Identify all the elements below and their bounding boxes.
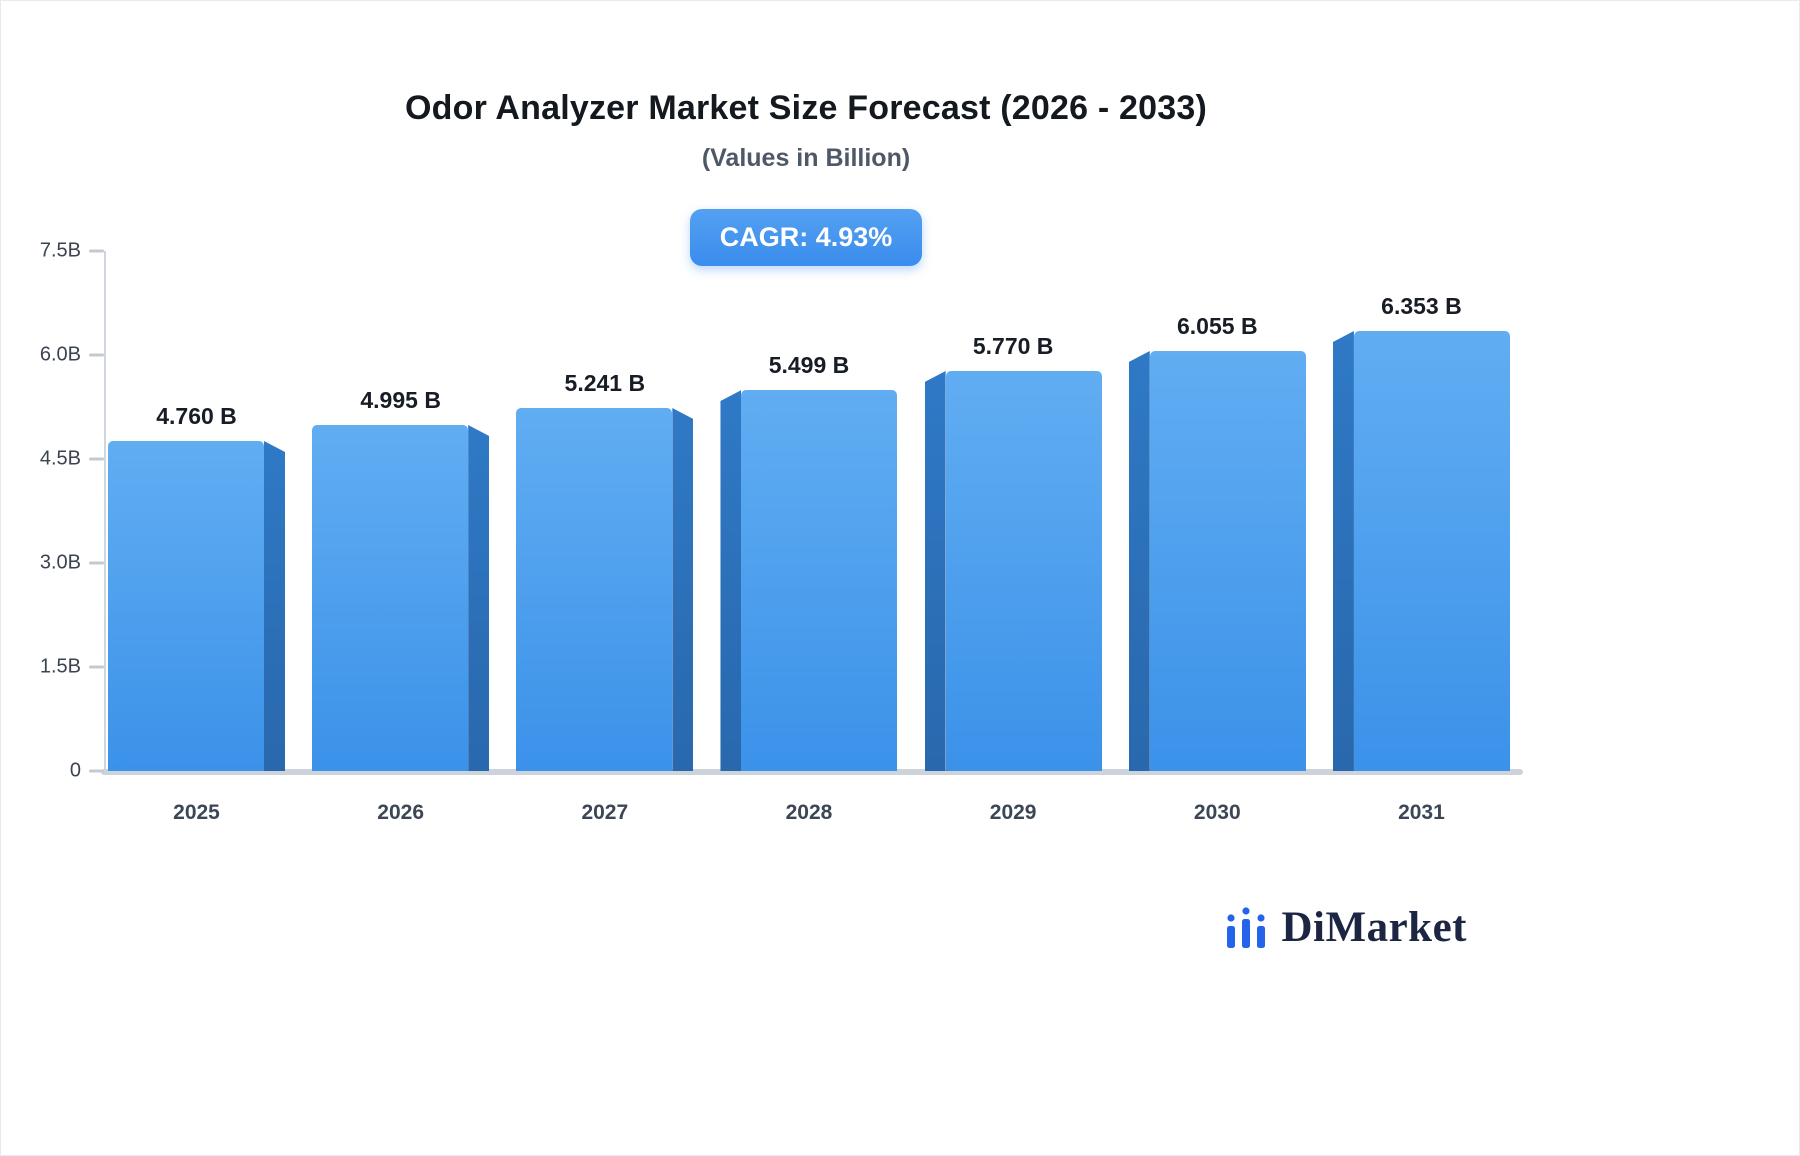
y-tick-mark: [89, 249, 104, 253]
y-tick-label-4.5B: 4.5B: [39, 447, 81, 470]
bar-side-face: [1128, 351, 1150, 771]
x-tick-label-2030: 2030: [1193, 801, 1241, 824]
bar-value-label: 4.760 B: [156, 403, 237, 429]
y-tick-label-0: 0: [69, 759, 81, 782]
bar-side-face: [1332, 331, 1354, 771]
bar-group-2031: 6.353 B 2031: [1332, 293, 1510, 824]
bars-container: 4.760 B 2025 4.995 B 2026 5.241 B 2027 5.499 B…: [108, 251, 1510, 824]
y-tick-mark: [89, 769, 104, 773]
y-tick-label-3.0B: 3.0B: [39, 551, 81, 574]
chart-title: Odor Analyzer Market Size Forecast (2026…: [404, 89, 1207, 127]
y-tick-mark: [89, 665, 104, 669]
x-tick-label-2026: 2026: [377, 801, 425, 824]
bar-value-label: 5.499 B: [768, 352, 850, 378]
bar-2031[interactable]: [1332, 331, 1510, 771]
cagr-badge: CAGR: 4.93%: [689, 209, 923, 266]
bar-value-label: 5.770 B: [972, 333, 1054, 359]
bar-group-2028: 5.499 B 2028: [720, 352, 898, 824]
bar-group-2026: 4.995 B 2026: [312, 387, 490, 824]
x-tick-label-2028: 2028: [785, 801, 833, 824]
bar-side-face: [720, 390, 742, 771]
bar-2026[interactable]: [312, 425, 490, 771]
bar-2030[interactable]: [1128, 351, 1306, 771]
bar-2029[interactable]: [924, 371, 1102, 771]
x-tick-label-2029: 2029: [989, 801, 1037, 824]
y-tick-mark: [89, 561, 104, 565]
x-tick-label-2031: 2031: [1398, 801, 1445, 824]
bar-side-face: [468, 425, 490, 771]
bar-face[interactable]: [108, 441, 264, 771]
x-tick-label-2025: 2025: [173, 801, 220, 824]
bar-group-2027: 5.241 B 2027: [516, 370, 694, 824]
bar-face[interactable]: [1353, 331, 1510, 771]
chart-subtitle: (Values in Billion): [701, 144, 911, 172]
bar-2025[interactable]: [108, 441, 285, 771]
y-tick-mark: [89, 457, 104, 461]
y-tick-label-1.5B: 1.5B: [39, 655, 81, 678]
dimarket-logo-text: DiMarket: [1281, 904, 1467, 951]
y-tick-label-6.0B: 6.0B: [39, 343, 81, 366]
bar-value-label: 6.055 B: [1177, 313, 1258, 339]
bar-value-label: 5.241 B: [564, 370, 646, 396]
y-tick-label-7.5B: 7.5B: [39, 239, 81, 262]
y-tick-mark: [89, 353, 104, 357]
x-tick-label-2027: 2027: [581, 801, 629, 824]
badge-row: CAGR: 4.93%: [91, 209, 1521, 266]
bar-face[interactable]: [945, 371, 1102, 771]
y-axis-line: [104, 251, 106, 773]
bar-value-label: 4.995 B: [360, 387, 441, 413]
bar-side-face: [672, 408, 694, 771]
bar-side-face: [264, 441, 285, 771]
x-axis-line: [101, 769, 1523, 775]
bar-face[interactable]: [1149, 351, 1306, 771]
bar-face[interactable]: [312, 425, 469, 771]
dimarket-logo: DiMarket: [1224, 903, 1468, 952]
bar-face[interactable]: [516, 408, 673, 771]
bar-group-2029: 5.770 B 2029: [924, 333, 1102, 824]
bar-group-2025: 4.760 B 2025: [108, 403, 285, 824]
bar-2028[interactable]: [720, 390, 898, 771]
dimarket-logo-icon: [1226, 906, 1265, 948]
bar-face[interactable]: [741, 390, 898, 771]
bar-group-2030: 6.055 B 2030: [1128, 313, 1306, 824]
bar-2027[interactable]: [516, 408, 694, 771]
bar-value-label: 6.353 B: [1381, 293, 1462, 319]
chart-header: Odor Analyzer Market Size Forecast (2026…: [91, 1, 1521, 266]
bar-side-face: [924, 371, 946, 771]
